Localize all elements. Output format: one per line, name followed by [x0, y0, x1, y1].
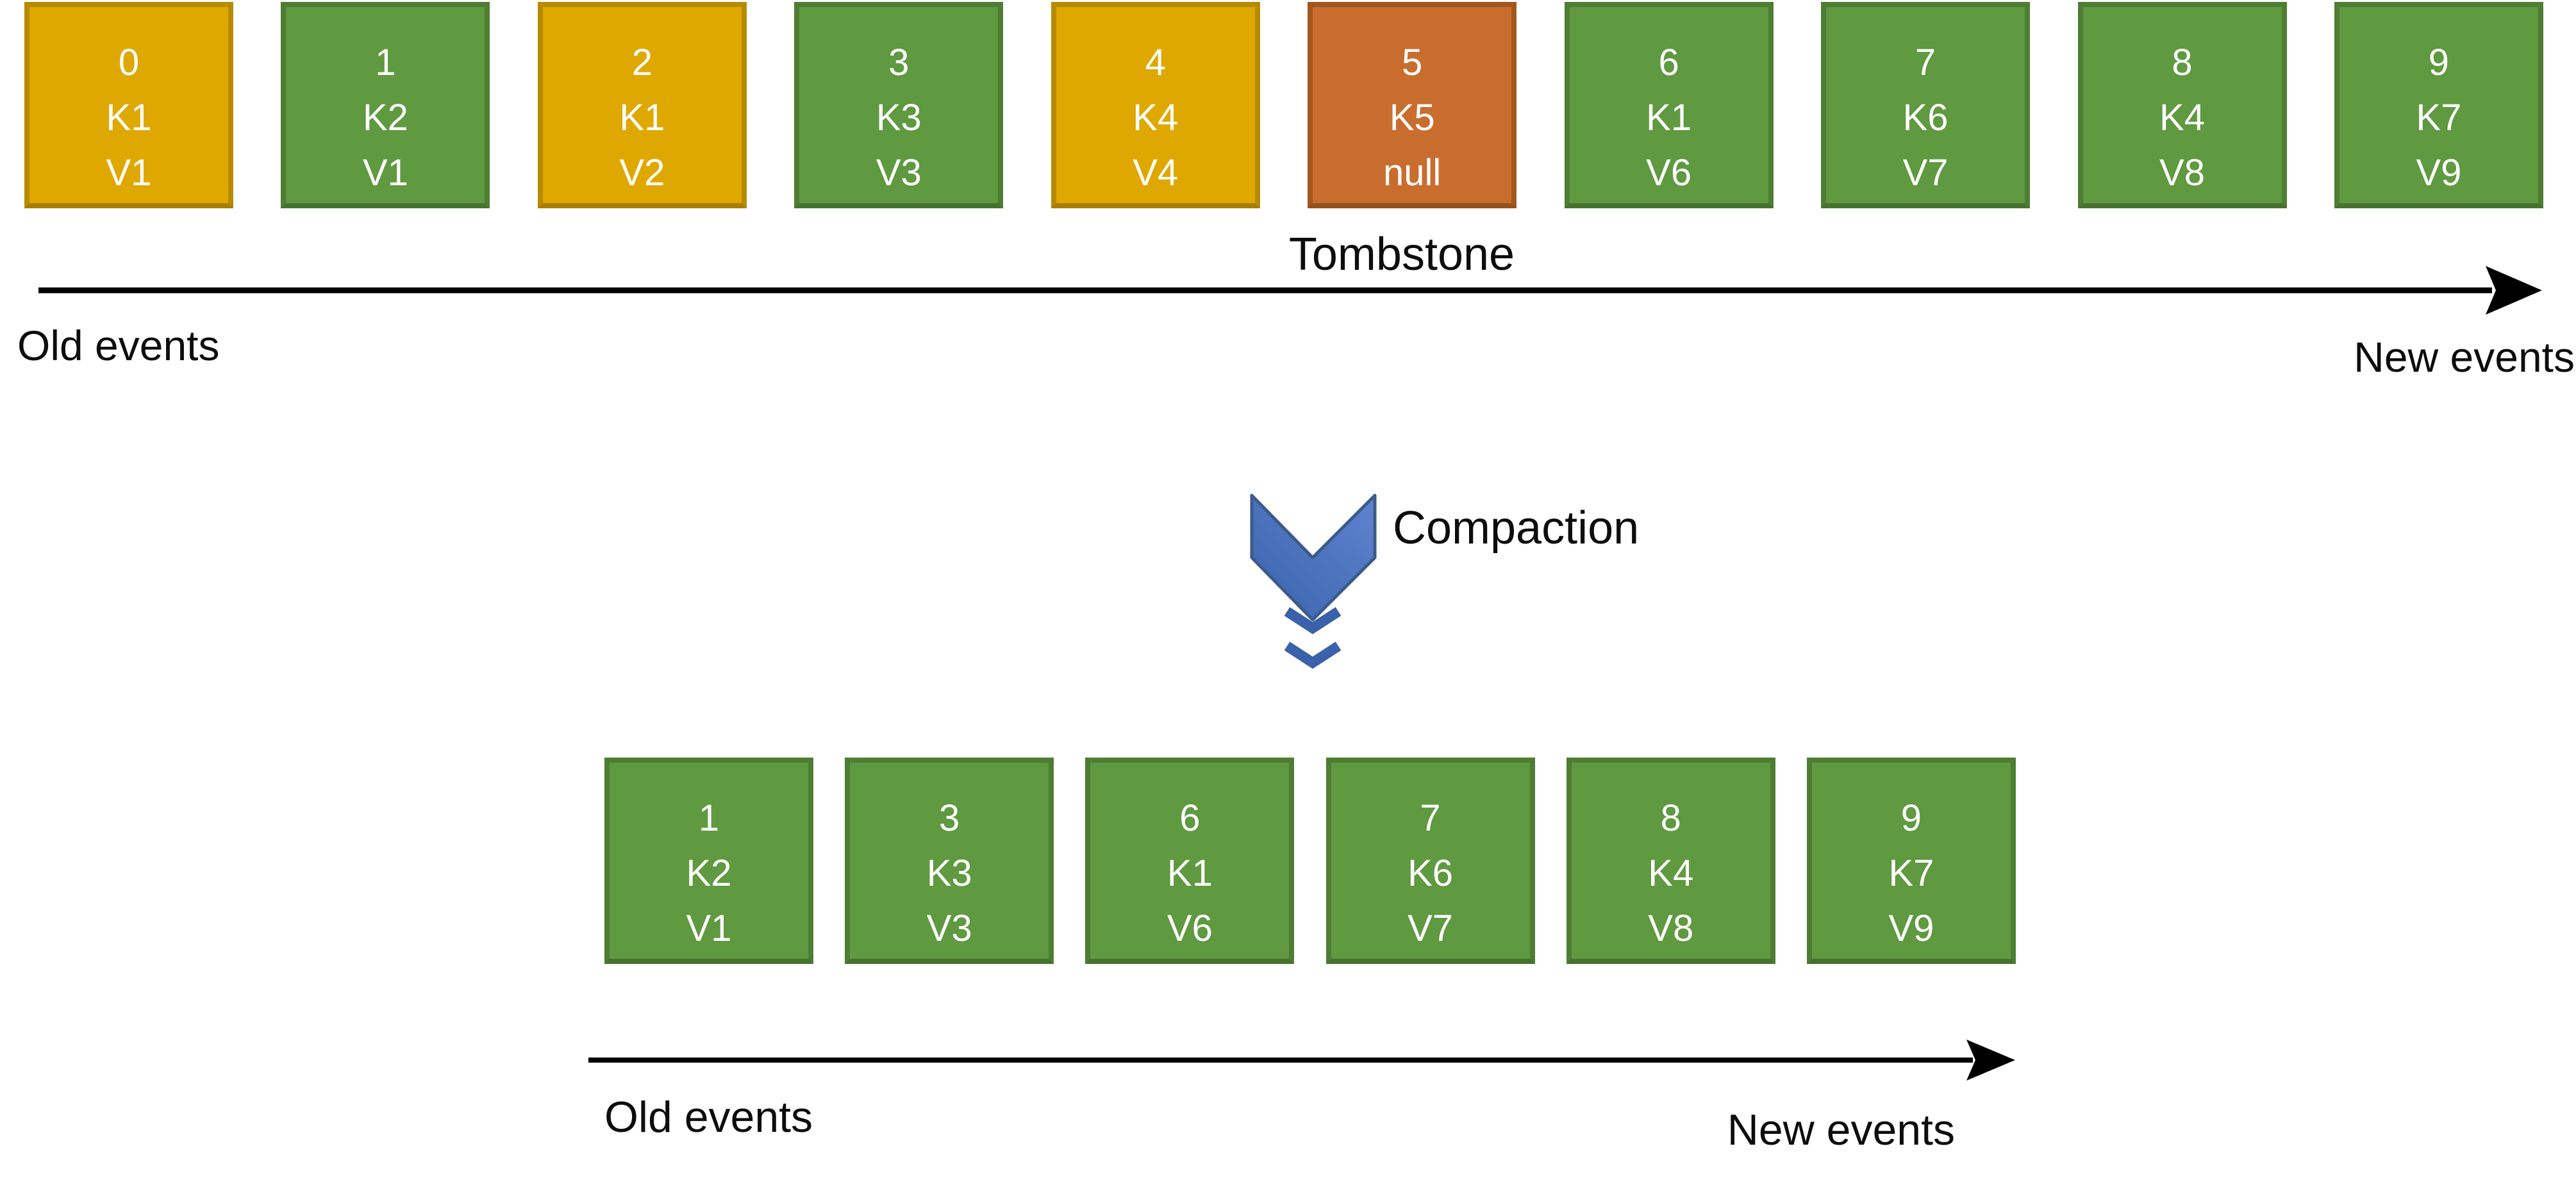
event-value: V6 [1646, 152, 1692, 194]
event-offset: 2 [631, 42, 652, 83]
event-key: K5 [1389, 97, 1435, 138]
event-box: 6 K1 V6 [1564, 2, 1774, 208]
event-key: K4 [1133, 97, 1179, 138]
event-key: K4 [1648, 852, 1694, 894]
top-event-log: 0 K1 V1 1 K2 V1 2 K1 V2 3 K3 V3 4 K4 V4 … [24, 2, 2543, 208]
compaction-label: Compaction [1393, 502, 1640, 554]
event-value: V8 [2159, 152, 2205, 194]
event-key: K6 [1408, 852, 1454, 894]
arrow-head-icon [2486, 266, 2542, 315]
event-offset: 6 [1179, 797, 1201, 839]
event-value: V1 [362, 152, 408, 194]
event-value: V7 [1902, 152, 1949, 194]
event-key: K1 [106, 97, 152, 138]
compaction-chevron-icon [1250, 494, 1377, 669]
event-offset: 3 [939, 797, 960, 839]
event-key: K3 [926, 852, 972, 894]
event-box: 7 K6 V7 [1821, 2, 2031, 208]
event-key: K3 [876, 97, 922, 138]
bottom-timeline-arrow [588, 1040, 2015, 1081]
event-key: K2 [686, 852, 732, 894]
event-offset: 3 [888, 42, 910, 83]
event-value: V1 [106, 152, 152, 194]
event-box: 8 K4 V8 [2077, 2, 2287, 208]
event-offset: 8 [1660, 797, 1681, 839]
event-value: null [1383, 152, 1442, 194]
event-offset: 9 [2428, 42, 2450, 83]
event-value: V2 [619, 152, 665, 194]
event-key: K1 [1167, 852, 1213, 894]
event-offset: 0 [118, 42, 140, 83]
event-offset: 4 [1145, 42, 1166, 83]
event-box: 8 K4 V8 [1566, 758, 1775, 964]
event-key: K4 [2159, 97, 2205, 138]
small-chevron-icon [1284, 642, 1342, 669]
event-box: 9 K7 V9 [2334, 2, 2543, 208]
event-box: 3 K3 V3 [845, 758, 1054, 964]
event-value: V6 [1167, 908, 1213, 949]
event-box: 6 K1 V6 [1085, 758, 1295, 964]
event-offset: 7 [1915, 42, 1936, 83]
event-offset: 1 [375, 42, 396, 83]
event-offset: 6 [1658, 42, 1679, 83]
event-box: 2 K1 V2 [537, 2, 747, 208]
event-key: K7 [1888, 852, 1934, 894]
old-events-label-top: Old events [17, 322, 220, 369]
event-offset: 5 [1402, 42, 1423, 83]
event-key: K7 [2416, 97, 2462, 138]
top-timeline-arrow [38, 266, 2542, 315]
tombstone-label: Tombstone [1288, 229, 1515, 280]
event-box: 3 K3 V3 [794, 2, 1004, 208]
event-value: V9 [2416, 152, 2462, 194]
event-value: V1 [686, 908, 732, 949]
event-box: 1 K2 V1 [281, 2, 490, 208]
event-offset: 1 [698, 797, 720, 839]
event-value: V3 [926, 908, 972, 949]
event-value: V7 [1408, 908, 1454, 949]
small-chevron-icon [1284, 607, 1342, 635]
event-offset: 8 [2172, 42, 2193, 83]
compacted-event-log: 1 K2 V1 3 K3 V3 6 K1 V6 7 K6 V7 8 K4 V8 … [604, 758, 2016, 964]
event-offset: 7 [1420, 797, 1441, 839]
event-value: V8 [1648, 908, 1694, 949]
new-events-label-top: New events [2354, 333, 2575, 381]
event-value: V3 [876, 152, 922, 194]
event-key: K1 [619, 97, 665, 138]
event-offset: 9 [1900, 797, 1922, 839]
new-events-label-bottom: New events [1727, 1106, 1955, 1154]
event-value: V4 [1133, 152, 1179, 194]
event-key: K1 [1646, 97, 1692, 138]
event-key: K2 [362, 97, 408, 138]
event-box-tombstone: 5 K5 null [1308, 2, 1517, 208]
event-box: 4 K4 V4 [1051, 2, 1260, 208]
old-events-label-bottom: Old events [604, 1093, 813, 1141]
event-box: 9 K7 V9 [1806, 758, 2016, 964]
arrow-head-icon [1966, 1040, 2015, 1081]
event-box: 1 K2 V1 [604, 758, 813, 964]
event-box: 0 K1 V1 [24, 2, 233, 208]
event-key: K6 [1902, 97, 1949, 138]
event-value: V9 [1888, 908, 1934, 949]
event-box: 7 K6 V7 [1325, 758, 1535, 964]
